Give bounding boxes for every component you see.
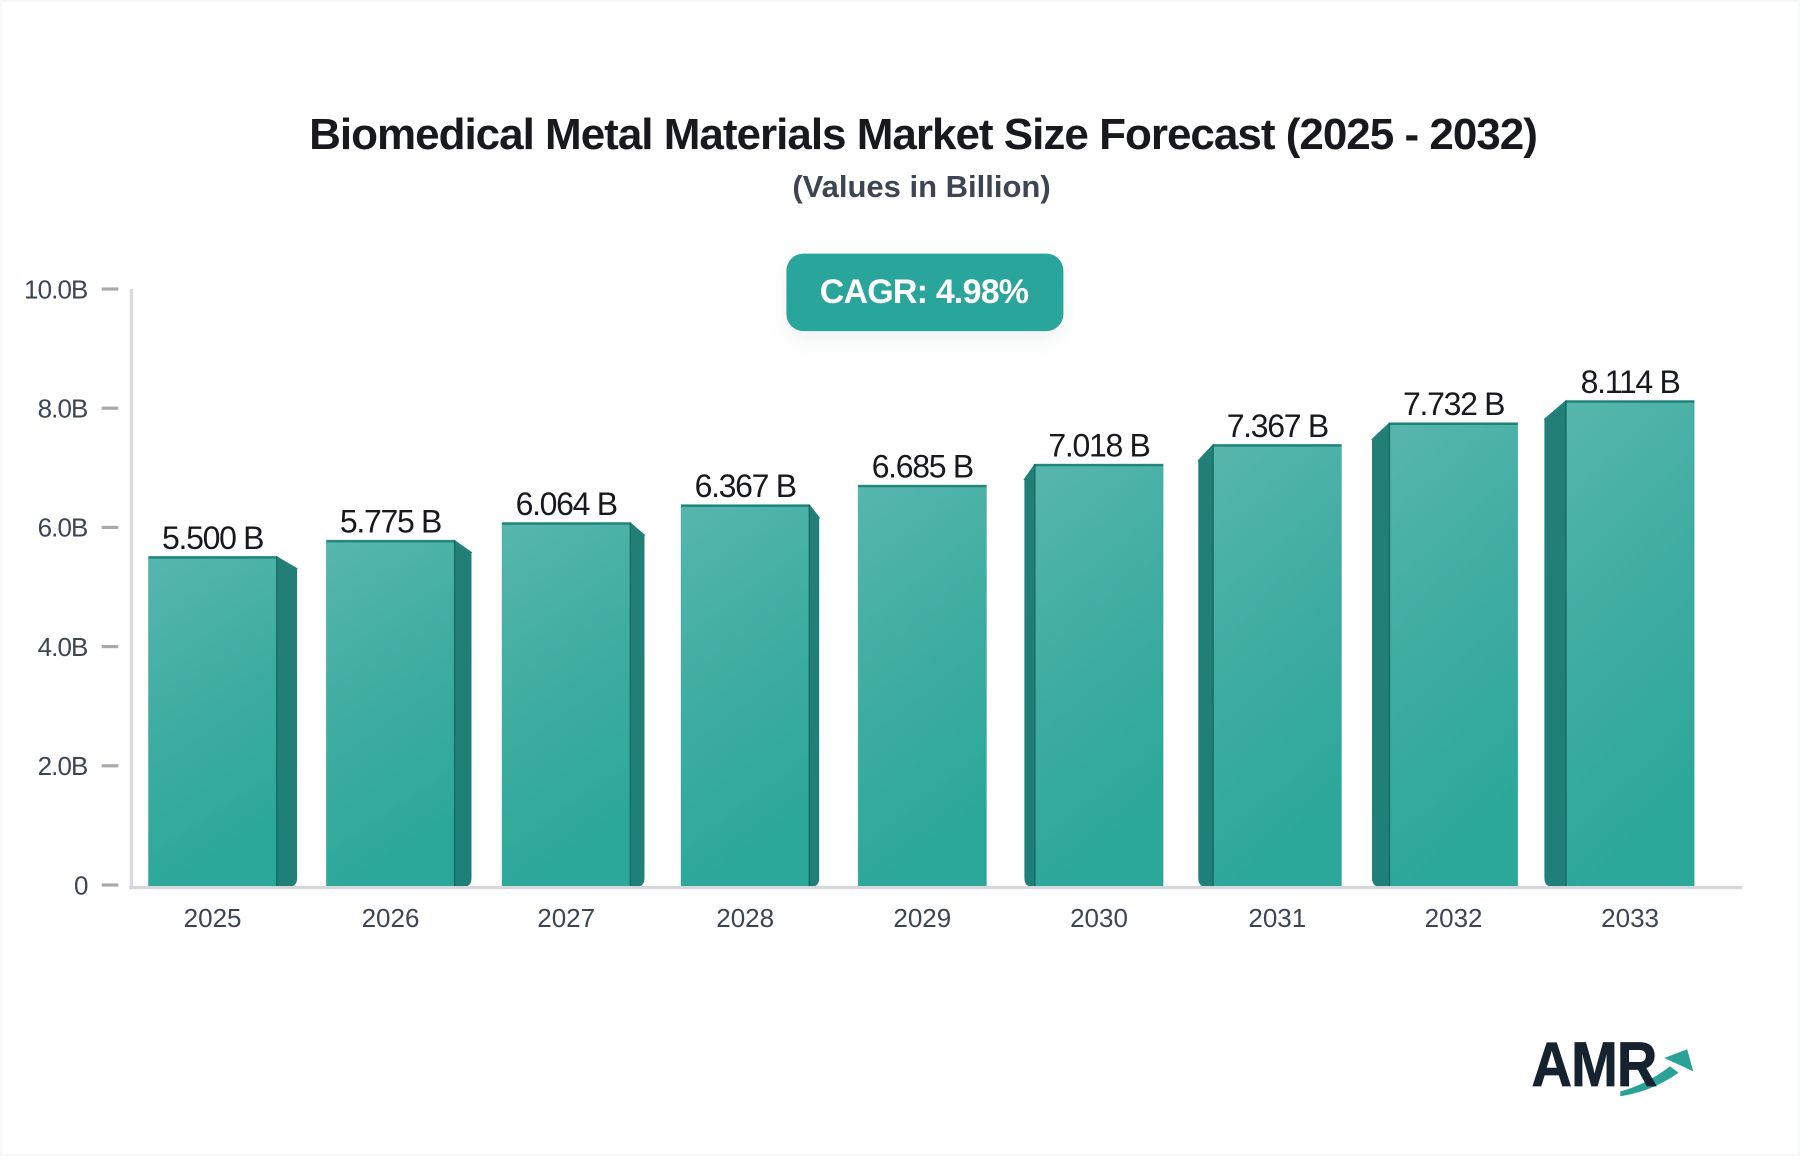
svg-text:4.0B: 4.0B [38, 632, 88, 662]
svg-text:2.0B: 2.0B [38, 751, 88, 781]
svg-text:5.775 B: 5.775 B [340, 504, 441, 540]
svg-text:5.500 B: 5.500 B [162, 520, 263, 556]
svg-text:8.114 B: 8.114 B [1581, 364, 1680, 400]
svg-text:2030: 2030 [1070, 903, 1128, 933]
svg-text:2027: 2027 [537, 903, 595, 933]
svg-text:6.367 B: 6.367 B [695, 468, 796, 504]
svg-text:2025: 2025 [184, 903, 242, 933]
svg-text:2026: 2026 [362, 903, 420, 933]
svg-text:7.367 B: 7.367 B [1227, 408, 1328, 444]
svg-text:8.0B: 8.0B [38, 394, 88, 424]
svg-text:0: 0 [74, 870, 88, 900]
svg-text:CAGR: 4.98%: CAGR: 4.98% [820, 273, 1029, 311]
svg-text:2029: 2029 [893, 903, 951, 933]
svg-text:2028: 2028 [716, 903, 774, 933]
svg-text:AMR: AMR [1532, 1029, 1657, 1100]
svg-text:6.0B: 6.0B [38, 513, 88, 543]
svg-text:6.685 B: 6.685 B [872, 449, 973, 485]
svg-text:2033: 2033 [1601, 903, 1659, 933]
svg-text:7.732 B: 7.732 B [1403, 386, 1504, 422]
svg-text:(Values in Billion): (Values in Billion) [792, 169, 1050, 204]
svg-text:7.018 B: 7.018 B [1048, 428, 1149, 464]
svg-text:2031: 2031 [1248, 903, 1306, 933]
svg-text:Biomedical Metal Materials Mar: Biomedical Metal Materials Market Size F… [309, 110, 1537, 159]
svg-text:10.0B: 10.0B [24, 274, 87, 304]
svg-text:2032: 2032 [1425, 903, 1483, 933]
svg-text:6.064 B: 6.064 B [516, 486, 617, 522]
